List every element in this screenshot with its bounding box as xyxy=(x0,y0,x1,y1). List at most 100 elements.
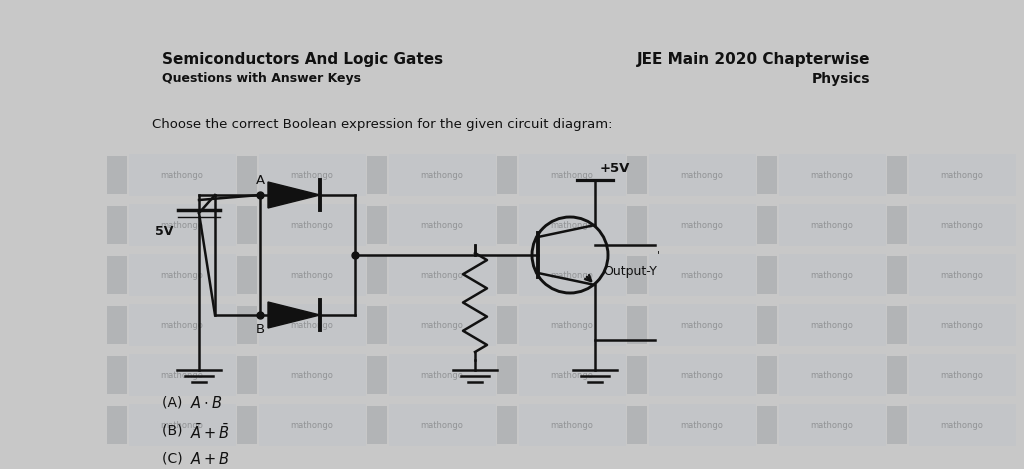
Text: mathongo: mathongo xyxy=(551,271,594,280)
FancyBboxPatch shape xyxy=(106,156,127,194)
Text: Questions with Answer Keys: Questions with Answer Keys xyxy=(162,72,361,85)
FancyBboxPatch shape xyxy=(757,256,777,294)
Text: mathongo: mathongo xyxy=(941,220,983,229)
Text: (A): (A) xyxy=(162,395,186,409)
FancyBboxPatch shape xyxy=(519,204,626,246)
FancyBboxPatch shape xyxy=(519,304,626,346)
Text: mathongo: mathongo xyxy=(941,320,983,330)
Text: mathongo: mathongo xyxy=(941,271,983,280)
FancyBboxPatch shape xyxy=(887,356,907,394)
FancyBboxPatch shape xyxy=(519,154,626,196)
FancyBboxPatch shape xyxy=(106,356,127,394)
Text: mathongo: mathongo xyxy=(681,220,723,229)
Text: A: A xyxy=(255,174,264,187)
FancyBboxPatch shape xyxy=(757,156,777,194)
FancyBboxPatch shape xyxy=(129,154,236,196)
FancyBboxPatch shape xyxy=(129,204,236,246)
FancyBboxPatch shape xyxy=(779,354,886,396)
Text: mathongo: mathongo xyxy=(551,320,594,330)
FancyBboxPatch shape xyxy=(909,254,1016,296)
FancyBboxPatch shape xyxy=(389,404,496,446)
FancyBboxPatch shape xyxy=(887,406,907,444)
Text: mathongo: mathongo xyxy=(681,320,723,330)
FancyBboxPatch shape xyxy=(129,404,236,446)
Text: B: B xyxy=(255,323,264,336)
FancyBboxPatch shape xyxy=(106,256,127,294)
Text: mathongo: mathongo xyxy=(291,220,334,229)
Text: mathongo: mathongo xyxy=(551,171,594,180)
FancyBboxPatch shape xyxy=(259,404,366,446)
Text: mathongo: mathongo xyxy=(551,220,594,229)
Text: mathongo: mathongo xyxy=(941,421,983,430)
FancyBboxPatch shape xyxy=(367,356,387,394)
Text: mathongo: mathongo xyxy=(291,171,334,180)
FancyBboxPatch shape xyxy=(627,356,647,394)
Text: $A \cdot B$: $A \cdot B$ xyxy=(190,395,222,411)
FancyBboxPatch shape xyxy=(887,156,907,194)
FancyBboxPatch shape xyxy=(106,306,127,344)
FancyBboxPatch shape xyxy=(106,206,127,244)
FancyBboxPatch shape xyxy=(259,154,366,196)
Text: (B): (B) xyxy=(162,423,186,437)
Text: mathongo: mathongo xyxy=(551,371,594,379)
FancyBboxPatch shape xyxy=(779,204,886,246)
FancyBboxPatch shape xyxy=(779,304,886,346)
FancyBboxPatch shape xyxy=(779,254,886,296)
FancyBboxPatch shape xyxy=(779,404,886,446)
Text: mathongo: mathongo xyxy=(811,371,853,379)
FancyBboxPatch shape xyxy=(627,206,647,244)
FancyBboxPatch shape xyxy=(497,156,517,194)
Text: Physics: Physics xyxy=(811,72,870,86)
Text: mathongo: mathongo xyxy=(811,220,853,229)
Text: mathongo: mathongo xyxy=(421,220,464,229)
Text: $\bar{A} + \bar{B}$: $\bar{A} + \bar{B}$ xyxy=(190,423,229,442)
Text: mathongo: mathongo xyxy=(551,421,594,430)
Text: mathongo: mathongo xyxy=(161,320,204,330)
FancyBboxPatch shape xyxy=(259,204,366,246)
FancyBboxPatch shape xyxy=(389,304,496,346)
FancyBboxPatch shape xyxy=(649,304,756,346)
FancyBboxPatch shape xyxy=(367,406,387,444)
Text: mathongo: mathongo xyxy=(811,271,853,280)
Text: +5V: +5V xyxy=(600,162,631,175)
FancyBboxPatch shape xyxy=(237,356,257,394)
FancyBboxPatch shape xyxy=(237,256,257,294)
Text: mathongo: mathongo xyxy=(811,421,853,430)
Polygon shape xyxy=(268,302,319,328)
FancyBboxPatch shape xyxy=(389,154,496,196)
FancyBboxPatch shape xyxy=(129,304,236,346)
FancyBboxPatch shape xyxy=(497,306,517,344)
FancyBboxPatch shape xyxy=(129,354,236,396)
Text: mathongo: mathongo xyxy=(161,271,204,280)
Text: 5V: 5V xyxy=(155,225,173,238)
FancyBboxPatch shape xyxy=(909,354,1016,396)
FancyBboxPatch shape xyxy=(779,154,886,196)
Text: ': ' xyxy=(657,250,660,260)
FancyBboxPatch shape xyxy=(497,406,517,444)
FancyBboxPatch shape xyxy=(887,306,907,344)
Text: mathongo: mathongo xyxy=(681,371,723,379)
Text: mathongo: mathongo xyxy=(291,320,334,330)
FancyBboxPatch shape xyxy=(757,306,777,344)
FancyBboxPatch shape xyxy=(497,206,517,244)
FancyBboxPatch shape xyxy=(367,206,387,244)
FancyBboxPatch shape xyxy=(106,406,127,444)
FancyBboxPatch shape xyxy=(627,306,647,344)
Text: mathongo: mathongo xyxy=(421,171,464,180)
Text: mathongo: mathongo xyxy=(161,220,204,229)
FancyBboxPatch shape xyxy=(389,354,496,396)
FancyBboxPatch shape xyxy=(259,304,366,346)
FancyBboxPatch shape xyxy=(757,206,777,244)
Text: mathongo: mathongo xyxy=(811,171,853,180)
FancyBboxPatch shape xyxy=(389,254,496,296)
FancyBboxPatch shape xyxy=(389,204,496,246)
FancyBboxPatch shape xyxy=(129,254,236,296)
Text: mathongo: mathongo xyxy=(681,421,723,430)
FancyBboxPatch shape xyxy=(909,154,1016,196)
Text: mathongo: mathongo xyxy=(681,271,723,280)
FancyBboxPatch shape xyxy=(649,404,756,446)
Text: mathongo: mathongo xyxy=(161,171,204,180)
FancyBboxPatch shape xyxy=(367,156,387,194)
Text: mathongo: mathongo xyxy=(291,421,334,430)
FancyBboxPatch shape xyxy=(519,254,626,296)
